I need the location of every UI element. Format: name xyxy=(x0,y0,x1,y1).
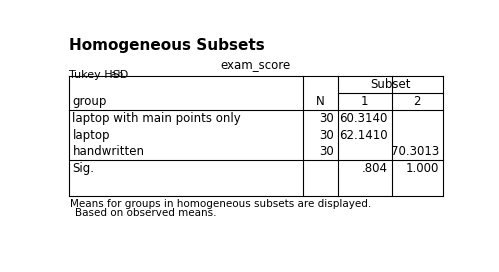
Text: 1: 1 xyxy=(361,95,368,108)
Text: Sig.: Sig. xyxy=(72,162,94,175)
Text: 2: 2 xyxy=(414,95,421,108)
Text: group: group xyxy=(72,95,107,108)
Text: a,b: a,b xyxy=(110,70,124,79)
Text: 30: 30 xyxy=(319,146,334,159)
Text: 70.3013: 70.3013 xyxy=(391,146,439,159)
Text: 60.3140: 60.3140 xyxy=(339,112,388,125)
Text: Subset: Subset xyxy=(370,78,411,91)
Text: laptop: laptop xyxy=(72,129,110,141)
Text: 62.1410: 62.1410 xyxy=(339,129,388,141)
Text: .804: .804 xyxy=(362,162,388,175)
Text: N: N xyxy=(316,95,324,108)
Text: Means for groups in homogeneous subsets are displayed.: Means for groups in homogeneous subsets … xyxy=(70,199,371,209)
Text: 1.000: 1.000 xyxy=(406,162,439,175)
Text: laptop with main points only: laptop with main points only xyxy=(72,112,241,125)
Text: Homogeneous Subsets: Homogeneous Subsets xyxy=(68,38,264,53)
Text: 30: 30 xyxy=(319,112,334,125)
Text: 30: 30 xyxy=(319,129,334,141)
Text: Based on observed means.: Based on observed means. xyxy=(75,208,216,218)
Text: Tukey HSD: Tukey HSD xyxy=(68,70,128,80)
Text: handwritten: handwritten xyxy=(72,146,144,159)
Text: exam_score: exam_score xyxy=(220,59,290,72)
